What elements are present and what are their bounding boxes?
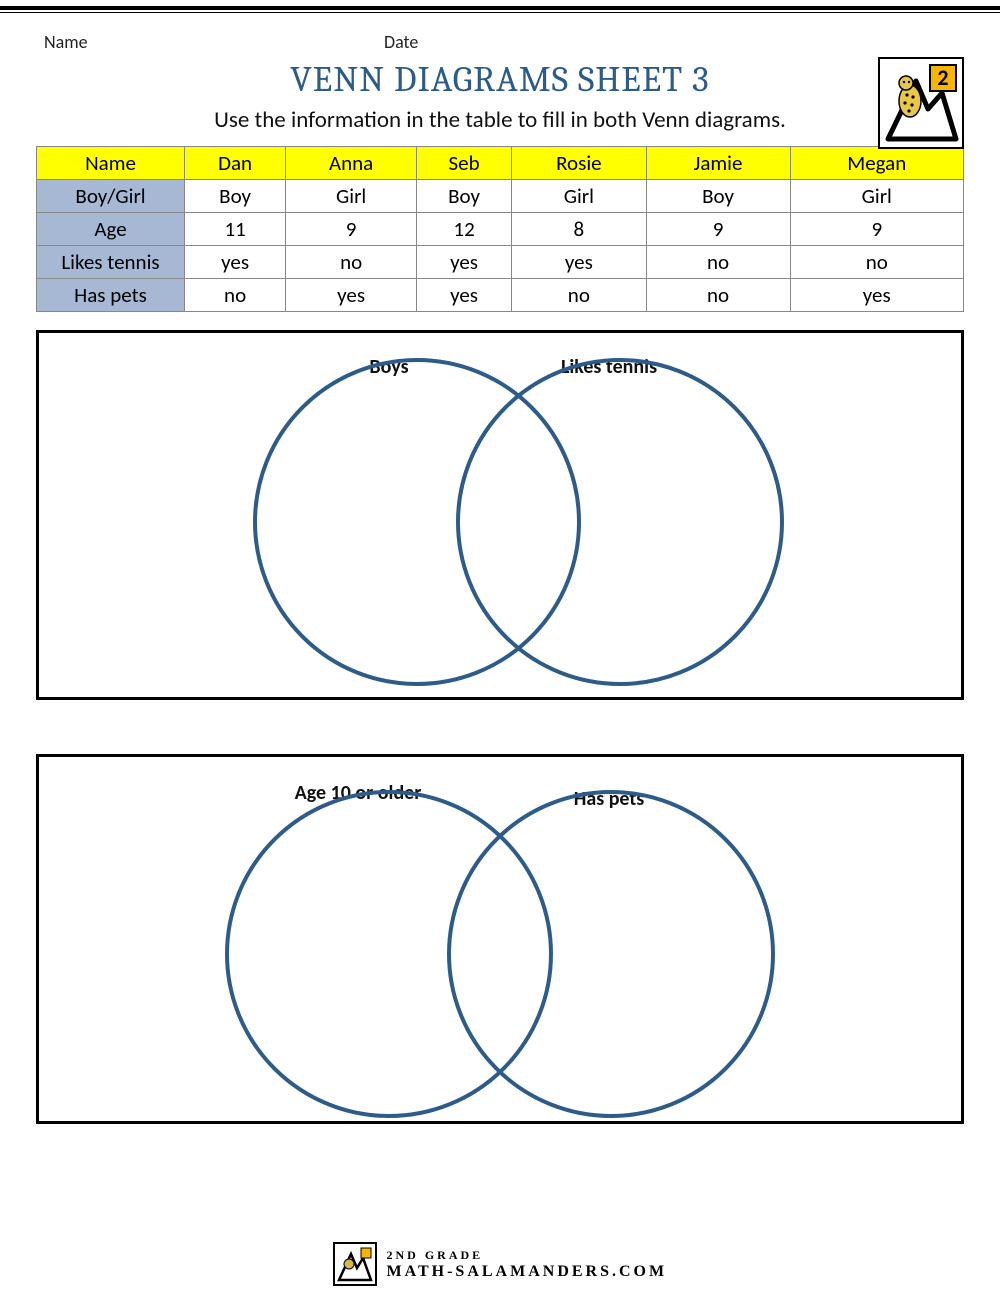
table-cell: yes <box>417 279 512 312</box>
footer-line2: Math-Salamanders.com <box>387 1263 668 1281</box>
header-line: Name Date <box>36 23 964 55</box>
table-cell: 9 <box>790 213 963 246</box>
venn-box-2: Age 10 or older Has pets <box>36 754 964 1124</box>
venn-box-1: Boys Likes tennis <box>36 330 964 700</box>
col-header: Name <box>37 147 185 180</box>
table-row: Has pets no yes yes no no yes <box>37 279 964 312</box>
row-label: Likes tennis <box>37 246 185 279</box>
instructions-text: Use the information in the table to fill… <box>36 106 964 134</box>
footer-line1: 2ND GRADE <box>387 1248 668 1263</box>
table-cell: no <box>790 246 963 279</box>
col-header: Rosie <box>512 147 646 180</box>
table-cell: yes <box>790 279 963 312</box>
table-cell: no <box>185 279 286 312</box>
table-cell: Boy <box>646 180 790 213</box>
row-label: Boy/Girl <box>37 180 185 213</box>
table-cell: 12 <box>417 213 512 246</box>
footer-logo-icon <box>333 1242 377 1286</box>
name-label: Name <box>44 31 384 53</box>
row-label: Age <box>37 213 185 246</box>
table-cell: 11 <box>185 213 286 246</box>
data-table: Name Dan Anna Seb Rosie Jamie Megan Boy/… <box>36 146 964 312</box>
col-header: Megan <box>790 147 963 180</box>
table-cell: no <box>646 246 790 279</box>
grade-logo: 2 <box>878 57 964 149</box>
table-cell: Girl <box>790 180 963 213</box>
table-cell: 8 <box>512 213 646 246</box>
table-cell: Girl <box>286 180 417 213</box>
table-cell: Girl <box>512 180 646 213</box>
table-row: Boy/Girl Boy Girl Boy Girl Boy Girl <box>37 180 964 213</box>
venn-circle <box>447 790 775 1118</box>
table-cell: yes <box>512 246 646 279</box>
table-cell: 9 <box>286 213 417 246</box>
table-body: Boy/Girl Boy Girl Boy Girl Boy Girl Age … <box>37 180 964 312</box>
table-header-row: Name Dan Anna Seb Rosie Jamie Megan <box>37 147 964 180</box>
sheet-title: VENN DIAGRAMS SHEET 3 <box>36 59 964 100</box>
footer-text: 2ND GRADE Math-Salamanders.com <box>387 1248 668 1281</box>
table-cell: no <box>512 279 646 312</box>
logo-number: 2 <box>937 64 948 91</box>
table-cell: 9 <box>646 213 790 246</box>
top-thin-rule <box>0 12 1000 13</box>
col-header: Anna <box>286 147 417 180</box>
table-row: Likes tennis yes no yes yes no no <box>37 246 964 279</box>
table-cell: no <box>646 279 790 312</box>
table-cell: no <box>286 246 417 279</box>
date-label: Date <box>384 31 418 53</box>
col-header: Dan <box>185 147 286 180</box>
footer: 2ND GRADE Math-Salamanders.com <box>0 1242 1000 1286</box>
table-row: Age 11 9 12 8 9 9 <box>37 213 964 246</box>
venn-circle <box>456 358 784 686</box>
worksheet-page: Name Date 2 VENN DIAGRAMS SHEET 3 Use th… <box>0 23 1000 1124</box>
row-label: Has pets <box>37 279 185 312</box>
table-cell: yes <box>417 246 512 279</box>
top-thick-rule <box>0 6 1000 10</box>
col-header: Seb <box>417 147 512 180</box>
table-cell: Boy <box>417 180 512 213</box>
table-cell: Boy <box>185 180 286 213</box>
table-cell: yes <box>185 246 286 279</box>
table-cell: yes <box>286 279 417 312</box>
col-header: Jamie <box>646 147 790 180</box>
